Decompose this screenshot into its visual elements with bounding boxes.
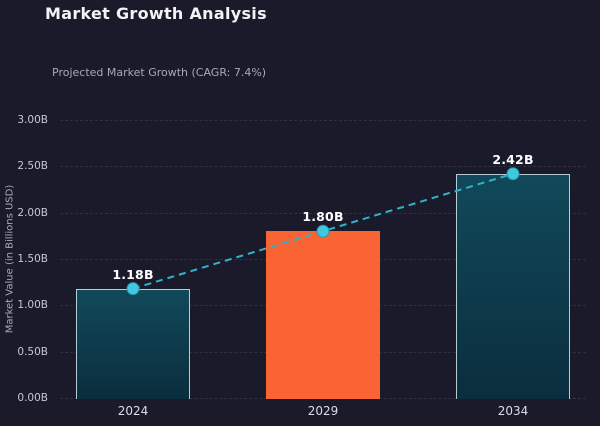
y-tick-label: 1.00B xyxy=(17,299,48,312)
x-tick-label-2029: 2029 xyxy=(307,404,339,418)
gridline xyxy=(60,166,586,168)
chart-subtitle: Projected Market Growth (CAGR: 7.4%) xyxy=(52,66,267,79)
y-tick-label: 2.50B xyxy=(17,160,48,173)
bar-2029 xyxy=(266,231,380,399)
gridline xyxy=(60,120,586,121)
y-tick-label: 3.00B xyxy=(17,114,48,126)
y-tick-label: 1.50B xyxy=(17,253,48,265)
y-tick-label: 0.50B xyxy=(17,345,48,358)
bar-2024 xyxy=(76,288,190,399)
value-label-2024: 1.18B xyxy=(112,266,154,282)
value-label-2029: 1.80B xyxy=(302,209,344,225)
x-tick-label-2024: 2024 xyxy=(117,404,149,418)
y-tick-label: 0.00B xyxy=(17,392,48,404)
value-label-2034: 2.42B xyxy=(492,151,534,167)
x-tick-label-2034: 2034 xyxy=(497,404,529,418)
chart-title: Market Growth Analysis xyxy=(45,4,267,23)
y-tick-label: 2.00B xyxy=(17,206,48,219)
bar-2034 xyxy=(456,173,570,399)
